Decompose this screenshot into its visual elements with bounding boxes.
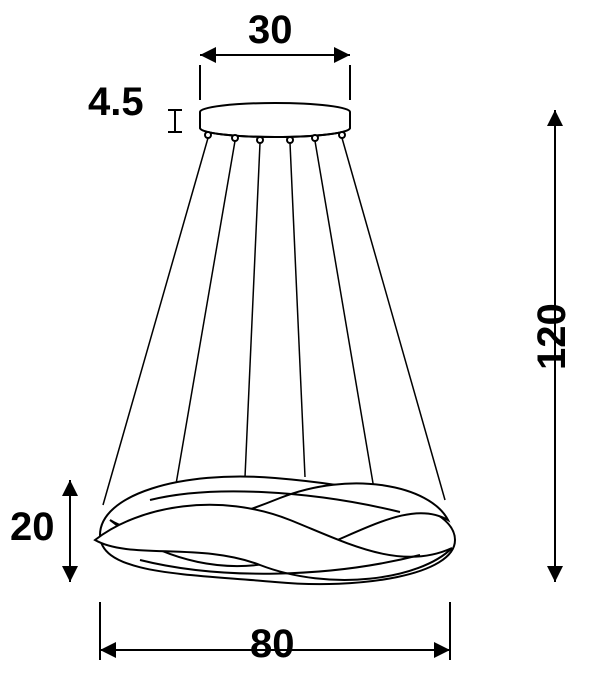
canopy xyxy=(200,103,350,143)
dimension-diagram: 30 4.5 20 80 120 xyxy=(0,0,606,700)
label-ring-height: 20 xyxy=(10,505,55,550)
pendant-ring xyxy=(95,477,455,585)
label-ring-width: 80 xyxy=(250,622,295,667)
dim-canopy-width xyxy=(200,55,350,100)
label-canopy-width: 30 xyxy=(248,8,293,53)
label-total-height: 120 xyxy=(530,303,575,370)
dim-canopy-height xyxy=(168,110,182,132)
suspension-cables xyxy=(103,138,445,505)
label-canopy-height: 4.5 xyxy=(88,80,144,125)
